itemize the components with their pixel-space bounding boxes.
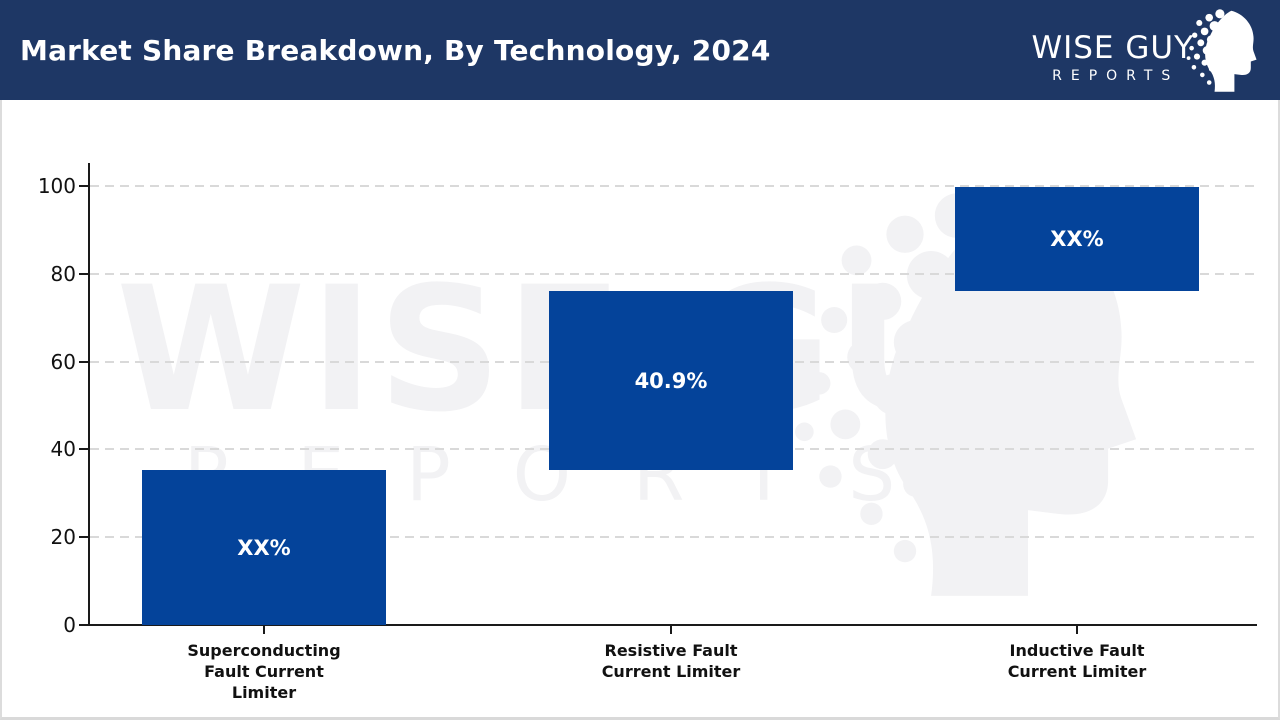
x-axis-line <box>88 624 1257 626</box>
y-tick <box>79 360 88 363</box>
y-tick-label: 80 <box>50 261 76 286</box>
bar: 40.9% <box>549 290 793 471</box>
brand-logo-text: WISE GUY REPORTS <box>1031 32 1194 84</box>
y-tick <box>79 272 88 275</box>
bar-value-label: 40.9% <box>634 368 708 393</box>
bar-value-label: XX% <box>237 535 291 560</box>
x-tick <box>670 625 672 634</box>
x-category-label: Resistive Fault Current Limiter <box>601 641 741 681</box>
brand-logo: WISE GUY REPORTS <box>1031 6 1268 102</box>
header-bar: Market Share Breakdown, By Technology, 2… <box>0 0 1280 100</box>
y-tick <box>79 536 88 539</box>
bar-value-label: XX% <box>1050 226 1104 251</box>
bar: XX% <box>142 470 386 625</box>
x-category-label: Inductive Fault Current Limiter <box>1007 641 1147 681</box>
grid-line <box>90 185 1255 187</box>
page-title: Market Share Breakdown, By Technology, 2… <box>20 33 771 67</box>
x-tick <box>263 625 265 634</box>
brand-reports-text: REPORTS <box>1052 67 1180 84</box>
bar: XX% <box>955 186 1199 291</box>
y-tick-label: 100 <box>37 174 76 198</box>
brand-head-dots-icon <box>1184 6 1268 102</box>
y-tick-label: 60 <box>50 349 76 374</box>
y-tick-label: 20 <box>50 525 76 550</box>
x-category-label: Superconducting Fault Current Limiter <box>187 641 341 702</box>
y-tick-label: 0 <box>63 613 76 637</box>
y-tick-label: 40 <box>50 437 76 462</box>
y-tick <box>79 624 88 626</box>
y-tick <box>79 448 88 451</box>
grid-line <box>90 272 1255 275</box>
x-tick <box>1076 625 1078 634</box>
brand-wordmark: WISE GUY <box>1031 30 1194 67</box>
grid-line <box>90 536 1255 539</box>
y-axis-line <box>88 163 90 626</box>
y-tick <box>79 185 88 187</box>
